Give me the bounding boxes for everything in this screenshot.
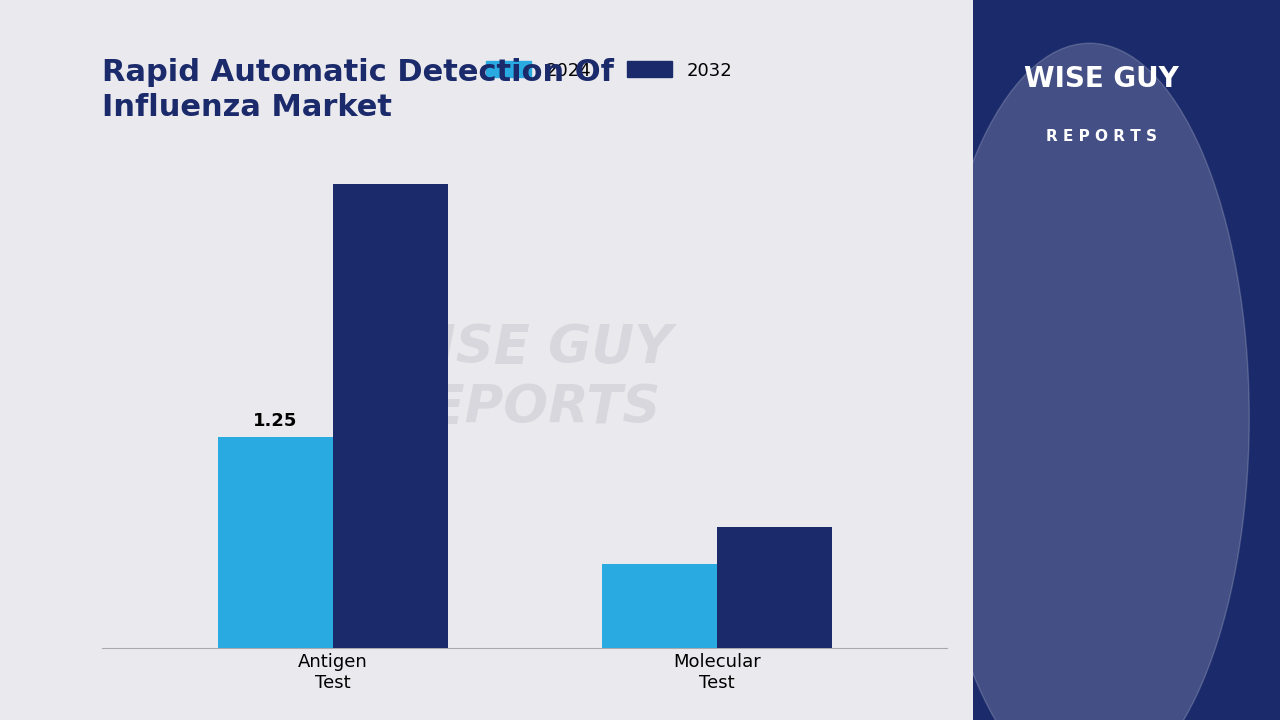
Text: R E P O R T S: R E P O R T S bbox=[1046, 130, 1157, 144]
Legend: 2024, 2032: 2024, 2032 bbox=[477, 53, 741, 89]
Bar bbox=[333, 184, 448, 648]
Text: WISE GUY
REPORTS: WISE GUY REPORTS bbox=[378, 322, 672, 434]
Circle shape bbox=[929, 43, 1249, 720]
Bar bbox=[717, 526, 832, 648]
Text: 1.25: 1.25 bbox=[253, 413, 297, 431]
Bar bbox=[218, 437, 333, 648]
Bar bbox=[602, 564, 717, 648]
Text: WISE GUY: WISE GUY bbox=[1024, 66, 1179, 93]
Text: Rapid Automatic Detection Of
Influenza Market: Rapid Automatic Detection Of Influenza M… bbox=[102, 58, 614, 122]
